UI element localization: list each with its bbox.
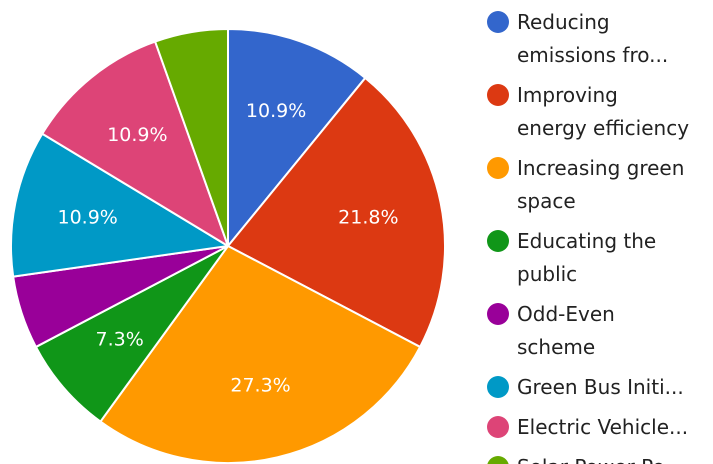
legend: Reducing emissions fro... Improving energy … [487, 10, 689, 464]
legend-label-educating-the-public: Educating the [517, 229, 656, 253]
pie-slice-improving-energy-efficiency [227, 76, 446, 348]
legend-swatch-electric-vehicle [487, 416, 509, 438]
legend-swatch-odd-even-scheme [487, 303, 509, 325]
legend-swatch-solar-power-po [487, 456, 509, 464]
pie-slice-electric-vehicle [41, 40, 229, 247]
slice-labels: 10.9% 21.8% 27.3% 7.3% 10.9% 10.9% [57, 100, 398, 396]
legend-item-electric-vehicle: Electric Vehicle... [487, 415, 688, 439]
slice-label-increasing-green-space: 27.3% [230, 374, 290, 396]
legend-item-increasing-green-space: Increasing green space [487, 156, 684, 213]
legend-label-green-bus-initi: Green Bus Initi... [517, 375, 684, 399]
legend-label-improving-energy-efficiency: Improving [517, 83, 618, 107]
legend-label-electric-vehicle: Electric Vehicle... [517, 415, 688, 439]
pie-slice-educating-the-public [34, 245, 229, 423]
legend-label-increasing-green-space: Increasing green [517, 156, 684, 180]
legend-label-improving-energy-efficiency-line2: energy efficiency [517, 116, 689, 140]
legend-item-solar-power-po: Solar Power Po... [487, 455, 683, 464]
slice-label-green-bus-initi: 10.9% [57, 206, 117, 228]
legend-item-reducing-emissions-fro: Reducing emissions fro... [487, 10, 668, 67]
legend-label-odd-even-scheme-line2: scheme [517, 335, 595, 359]
legend-swatch-increasing-green-space [487, 157, 509, 179]
slice-label-reducing-emissions-fro: 10.9% [246, 100, 306, 122]
legend-item-odd-even-scheme: Odd-Even scheme [487, 302, 615, 359]
legend-label-odd-even-scheme: Odd-Even [517, 302, 615, 326]
legend-label-educating-the-public-line2: public [517, 262, 577, 286]
legend-label-solar-power-po: Solar Power Po... [517, 455, 683, 464]
legend-label-reducing-emissions-fro: Reducing [517, 10, 610, 34]
legend-item-improving-energy-efficiency: Improving energy efficiency [487, 83, 689, 140]
legend-label-reducing-emissions-fro-line2: emissions fro... [517, 43, 668, 67]
pie-slice-increasing-green-space [99, 245, 422, 464]
pie-slice-reducing-emissions-fro [227, 28, 367, 247]
legend-item-green-bus-initi: Green Bus Initi... [487, 375, 684, 399]
pie-slice-solar-power-po [154, 28, 229, 247]
slice-label-electric-vehicle: 10.9% [107, 124, 167, 146]
slice-label-improving-energy-efficiency: 21.8% [338, 206, 398, 228]
pie-slices [10, 28, 446, 464]
legend-swatch-reducing-emissions-fro [487, 11, 509, 33]
pie-slice-green-bus-initi [10, 132, 229, 278]
legend-label-increasing-green-space-line2: space [517, 189, 576, 213]
legend-swatch-green-bus-initi [487, 376, 509, 398]
legend-swatch-improving-energy-efficiency [487, 84, 509, 106]
slice-label-educating-the-public: 7.3% [96, 329, 144, 351]
legend-swatch-educating-the-public [487, 230, 509, 252]
legend-item-educating-the-public: Educating the public [487, 229, 656, 286]
